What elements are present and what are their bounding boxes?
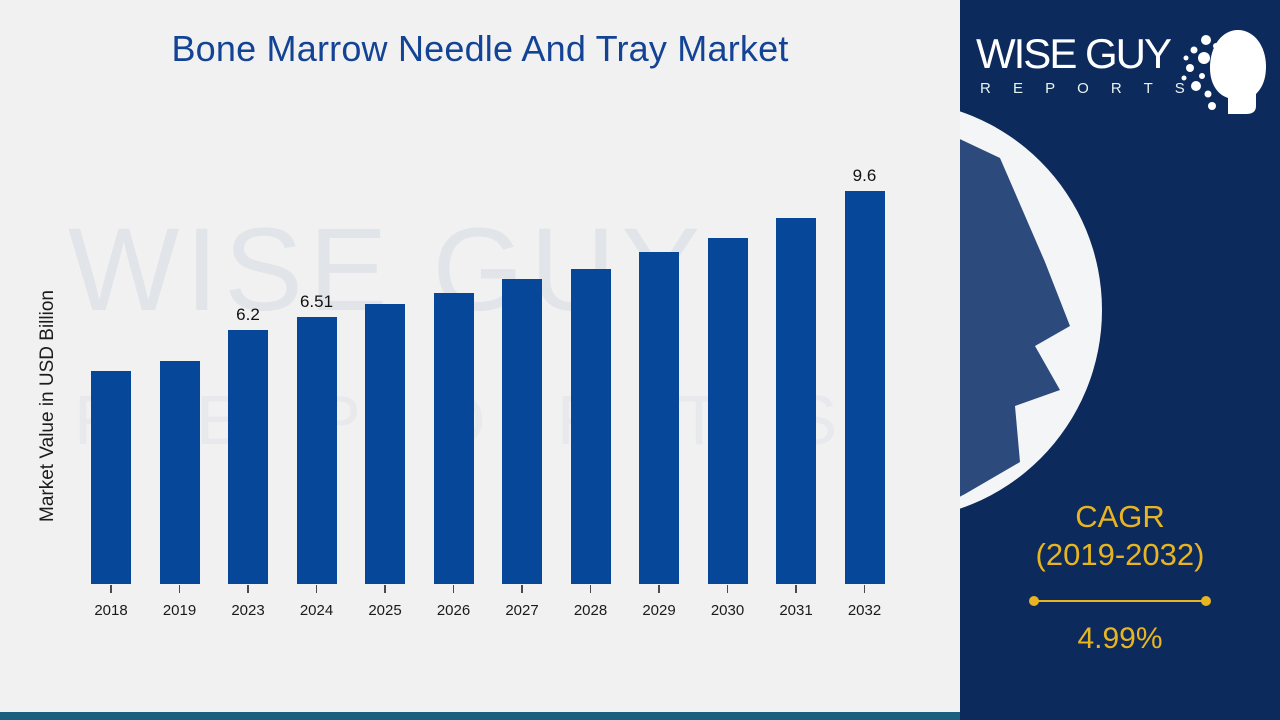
bar-group-2031: 2031 <box>763 150 832 619</box>
x-axis-label-2030: 2030 <box>710 602 745 619</box>
divider-line <box>1034 600 1206 602</box>
bar-2023 <box>228 330 268 584</box>
x-axis-label-2026: 2026 <box>436 602 471 619</box>
brand-logo: WISE GUY R E P O R T S <box>974 30 1266 116</box>
divider-dot-right <box>1201 596 1211 606</box>
bar-2026 <box>433 293 474 584</box>
plot-area: 2018 2019 6.2 2023 6.51 2024 2025 2026 2027 2028 2… <box>78 150 901 619</box>
cagr-period: (2019-2032) <box>1035 537 1205 572</box>
bar-value-label-2024: 6.51 <box>299 292 334 311</box>
bar-2028 <box>570 269 611 584</box>
bar-2019 <box>159 361 200 584</box>
x-axis-label-2023: 2023 <box>231 602 265 619</box>
bar-group-2029: 2029 <box>626 150 695 619</box>
bar-group-2032: 9.6 2032 <box>832 150 901 619</box>
x-tick-2019 <box>178 585 180 593</box>
x-axis-label-2027: 2027 <box>505 602 539 619</box>
x-tick-2027 <box>521 585 523 593</box>
bar-group-2030: 2030 <box>695 150 764 619</box>
bar-group-2025: 2025 <box>352 150 421 619</box>
bar-2018 <box>91 371 131 584</box>
x-tick-2023 <box>247 585 249 593</box>
bar-2024 <box>296 317 337 584</box>
bar-value-label-2032: 9.6 <box>852 166 877 185</box>
bar-value-label-2023: 6.2 <box>236 305 260 324</box>
logo-wordmark: WISE GUY <box>976 30 1172 77</box>
bottom-accent-strip <box>0 712 1000 720</box>
x-axis-label-2025: 2025 <box>368 602 402 619</box>
cagr-label: CAGR <box>1075 499 1165 534</box>
bar-group-2023: 6.2 2023 <box>215 150 284 619</box>
bar-group-2026: 2026 <box>421 150 490 619</box>
y-axis-label: Market Value in USD Billion <box>37 290 58 522</box>
bar-2027 <box>502 279 542 584</box>
x-tick-2028 <box>589 585 591 593</box>
page-title: Bone Marrow Needle And Tray Market <box>171 28 789 69</box>
x-tick-2029 <box>658 585 660 593</box>
x-tick-2026 <box>452 585 454 593</box>
x-axis-label-2031: 2031 <box>779 602 813 619</box>
bar-group-2024: 6.51 2024 <box>284 150 353 619</box>
x-axis-label-2028: 2028 <box>573 602 608 619</box>
x-tick-2030 <box>726 585 728 593</box>
bar-group-2018: 2018 <box>78 150 147 619</box>
bar-group-2027: 2027 <box>489 150 558 619</box>
cagr-divider <box>1029 596 1211 606</box>
bar-2030 <box>707 238 748 584</box>
bar-2031 <box>776 218 816 584</box>
branding-panel: WISE GUY R E P O R T S CAGR (2019-2032) … <box>960 0 1280 720</box>
bar-2032 <box>844 191 885 584</box>
bar-group-2028: 2028 <box>558 150 627 619</box>
x-tick-2025 <box>384 585 386 593</box>
logo-head-icon <box>1181 30 1266 114</box>
x-axis-label-2024: 2024 <box>299 602 334 619</box>
x-tick-2032 <box>863 585 865 593</box>
x-axis-label-2029: 2029 <box>642 602 676 619</box>
bar-2029 <box>639 252 679 584</box>
x-axis-label-2032: 2032 <box>847 602 882 619</box>
logo-subtitle: R E P O R T S <box>980 80 1194 97</box>
x-tick-2018 <box>110 585 112 593</box>
bar-group-2019: 2019 <box>147 150 216 619</box>
cagr-value: 4.99% <box>1077 622 1163 655</box>
cagr-block: CAGR (2019-2032) 4.99% <box>960 498 1280 656</box>
x-tick-2031 <box>795 585 797 593</box>
x-tick-2024 <box>315 585 317 593</box>
bar-2025 <box>365 304 405 584</box>
chart-panel: Bone Marrow Needle And Tray Market WISE … <box>0 28 1000 720</box>
x-axis-label-2018: 2018 <box>94 602 128 619</box>
x-axis-label-2019: 2019 <box>162 602 197 619</box>
